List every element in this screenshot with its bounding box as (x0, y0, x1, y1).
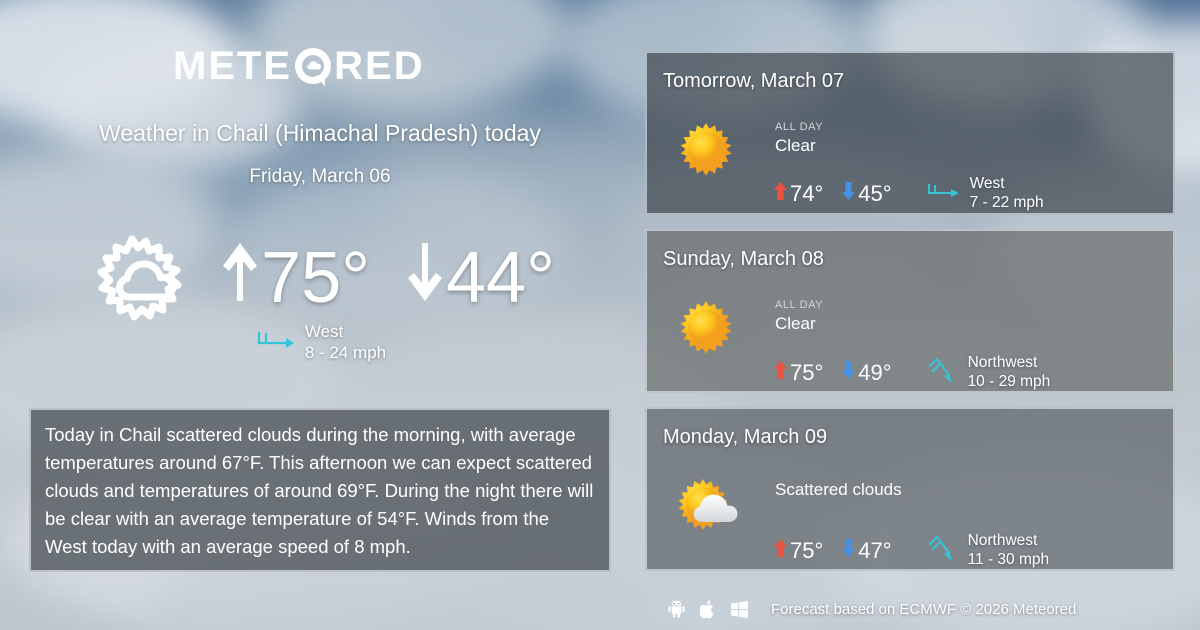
today-date: Friday, March 06 (249, 166, 391, 187)
wind-arrow-east-icon (254, 327, 296, 358)
sun-behind-cloud-icon (677, 477, 738, 535)
logo-text-right: RED (334, 44, 425, 88)
temp-max-arrow-icon (773, 180, 790, 208)
forecast-wind-speed: 11 - 30 mph (967, 550, 1050, 568)
forecast-card[interactable]: Monday, March 09 (645, 407, 1175, 571)
os-icon-group (668, 599, 748, 619)
temp-min-arrow-icon (841, 537, 858, 565)
cloud-in-o-icon (293, 46, 333, 86)
temp-max-arrow-icon (773, 537, 790, 565)
windows-icon[interactable] (731, 600, 748, 618)
sun-behind-cloud-outline-icon (85, 223, 201, 333)
forecast-temp-min: 47° (858, 537, 892, 563)
forecast-panel: Tomorrow, March 07 ALL DAY Clear (645, 0, 1200, 630)
meteored-logo: METE RED (173, 44, 425, 88)
forecast-condition: Clear (775, 314, 816, 333)
forecast-card[interactable]: Sunday, March 08 ALL DAY Clear (645, 229, 1175, 393)
logo-text-left: METE (173, 44, 293, 88)
footer-attribution: Forecast based on ECMWF © 2026 Meteored (771, 600, 1077, 618)
forecast-condition: Scattered clouds (775, 480, 902, 499)
wind-arrow-southeast-icon (925, 353, 959, 391)
forecast-temp-max: 75° (790, 359, 824, 385)
forecast-condition: Clear (775, 136, 816, 155)
wind-arrow-east-icon (925, 180, 961, 207)
forecast-temp-max: 75° (790, 537, 824, 563)
temp-min-arrow-icon (841, 180, 858, 208)
forecast-wind-direction: West (969, 175, 1005, 192)
forecast-wind-speed: 10 - 29 mph (967, 372, 1051, 390)
today-main-row: 75° 44° (0, 218, 640, 338)
forecast-wind-direction: Northwest (967, 531, 1038, 549)
wind-arrow-southeast-icon (925, 531, 959, 569)
android-icon[interactable] (668, 600, 685, 618)
forecast-wind-speed: 7 - 22 mph (969, 193, 1044, 211)
forecast-card[interactable]: Tomorrow, March 07 ALL DAY Clear (645, 51, 1175, 215)
sun-icon (677, 299, 735, 357)
temp-min-arrow-icon (841, 359, 858, 387)
temp-max-arrow-icon (773, 359, 790, 387)
today-panel: METE RED Weather in Chail (Himachal Prad… (0, 44, 640, 572)
today-wind-speed: 8 - 24 mph (304, 342, 387, 362)
forecast-wind-direction: Northwest (967, 353, 1038, 371)
today-temp-min: 44° (446, 238, 555, 318)
sun-icon (677, 121, 735, 179)
forecast-temp-min: 49° (858, 359, 892, 385)
today-description-text: Today in Chail scattered clouds during t… (45, 424, 594, 557)
forecast-card-title: Tomorrow, March 07 (663, 70, 845, 92)
temp-max-arrow-icon (219, 237, 261, 319)
apple-icon[interactable] (700, 599, 716, 619)
forecast-temp-max: 74° (790, 180, 824, 206)
today-temp-max: 75° (261, 238, 370, 318)
today-temperatures: 75° 44° (219, 237, 555, 319)
forecast-period-label: ALL DAY (775, 299, 824, 311)
forecast-card-title: Monday, March 09 (663, 426, 828, 448)
forecast-period-label: ALL DAY (775, 121, 824, 133)
footer: Forecast based on ECMWF © 2026 Meteored (645, 594, 1200, 624)
today-wind: West 8 - 24 mph (0, 322, 640, 363)
forecast-temp-min: 45° (858, 180, 892, 206)
temp-min-arrow-icon (404, 237, 446, 319)
page-title: Weather in Chail (Himachal Pradesh) toda… (99, 120, 541, 146)
today-wind-direction: West (304, 322, 344, 341)
today-description-box: Today in Chail scattered clouds during t… (29, 408, 611, 572)
forecast-card-title: Sunday, March 08 (663, 248, 824, 270)
